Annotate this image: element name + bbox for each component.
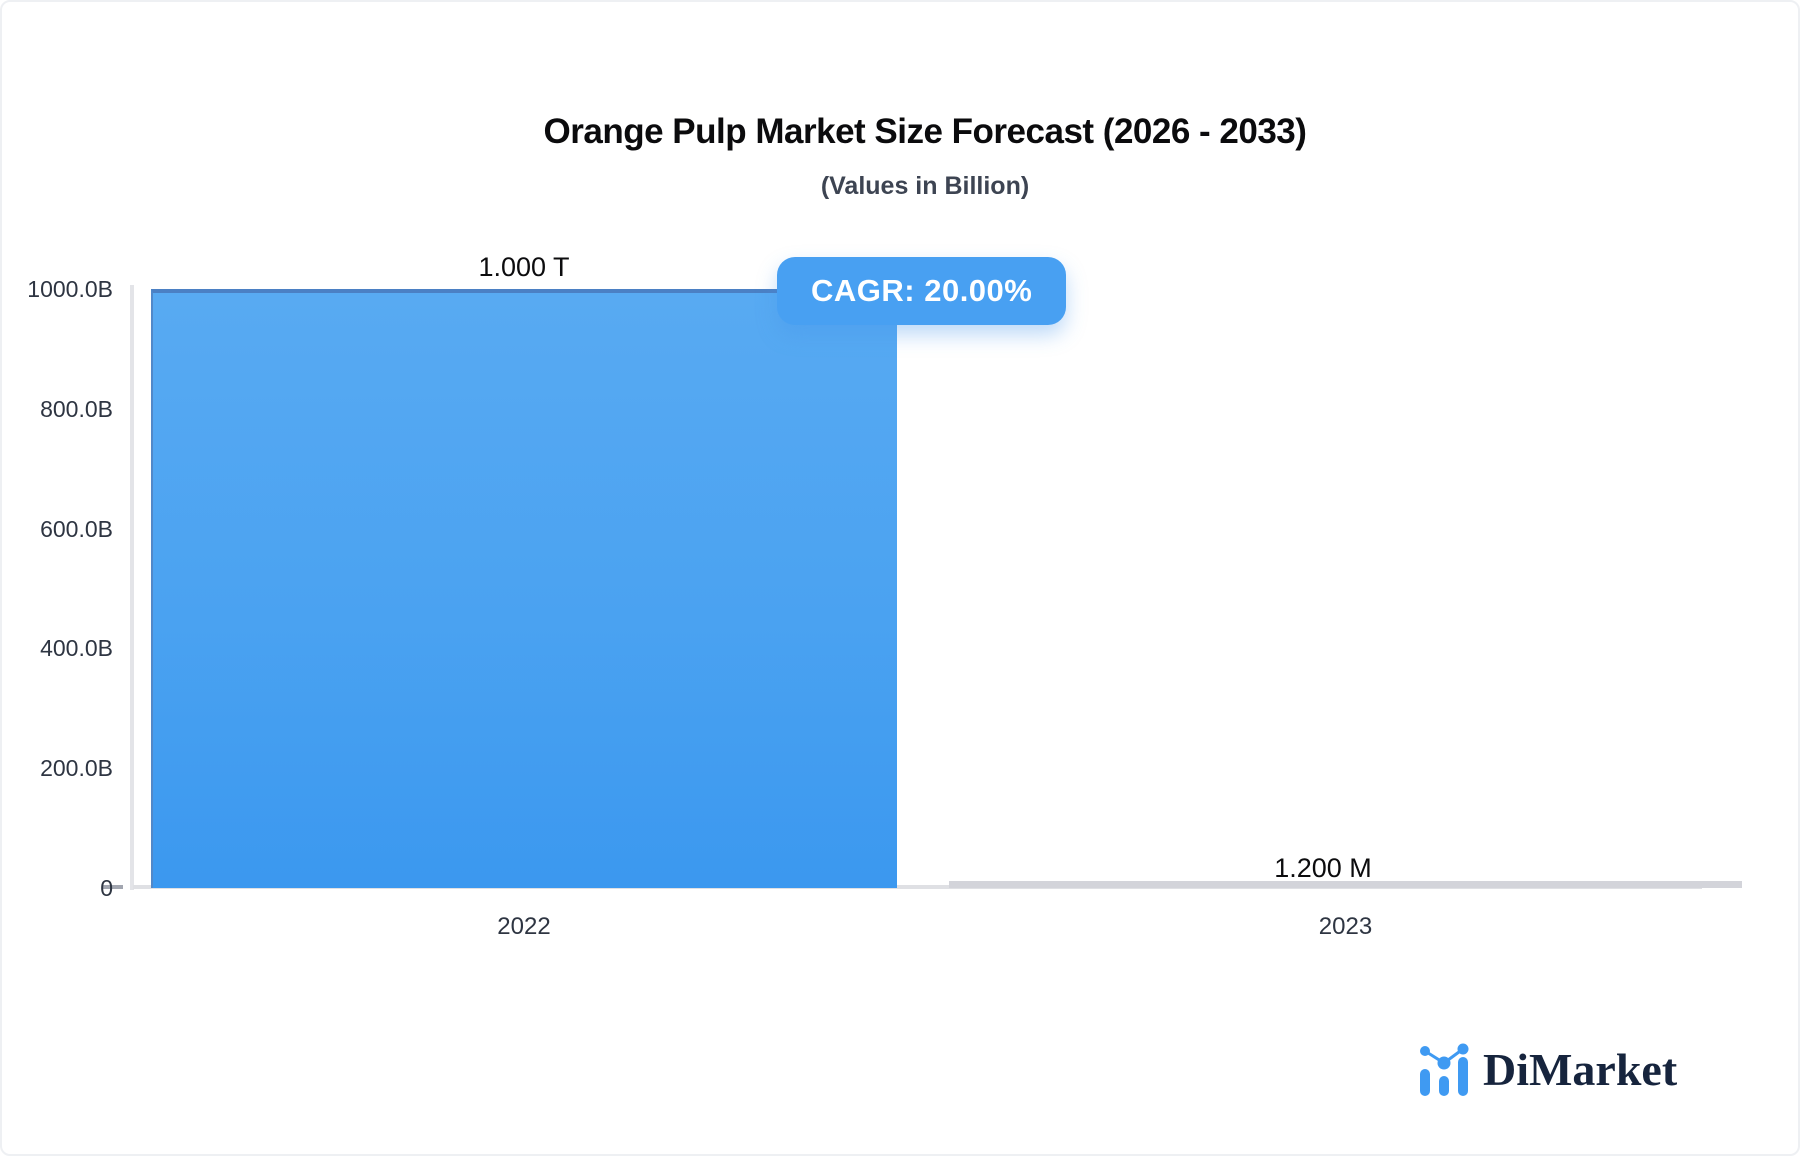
y-tick-label: 600.0B	[40, 516, 113, 542]
y-axis-line	[130, 285, 134, 890]
bar-2023	[949, 881, 1742, 888]
y-tick-label: 800.0B	[40, 396, 113, 422]
chart-title: Orange Pulp Market Size Forecast (2026 -…	[543, 112, 1307, 151]
bar-value-label-2022: 1.000 T	[478, 252, 570, 282]
x-axis-baseline	[133, 885, 1702, 889]
cagr-badge: CAGR: 20.00%	[777, 257, 1067, 325]
y-tick-label: 200.0B	[40, 755, 113, 781]
bar-2022	[151, 289, 897, 888]
y-tick-label: 0	[100, 875, 113, 901]
zero-tick-mark	[102, 885, 123, 889]
bar-line-chart-icon	[1417, 1042, 1471, 1098]
brand-watermark: DiMarket	[1417, 1042, 1677, 1098]
brand-wordmark: DiMarket	[1483, 1044, 1678, 1095]
bar-value-label-2023: 1.200 M	[1274, 853, 1372, 883]
chart-subtitle: (Values in Billion)	[820, 172, 1030, 200]
y-tick-label: 400.0B	[40, 635, 113, 661]
y-tick-label: 1000.0B	[27, 276, 113, 302]
x-axis-label-2023: 2023	[1318, 913, 1373, 940]
x-axis-label-2022: 2022	[497, 913, 551, 940]
